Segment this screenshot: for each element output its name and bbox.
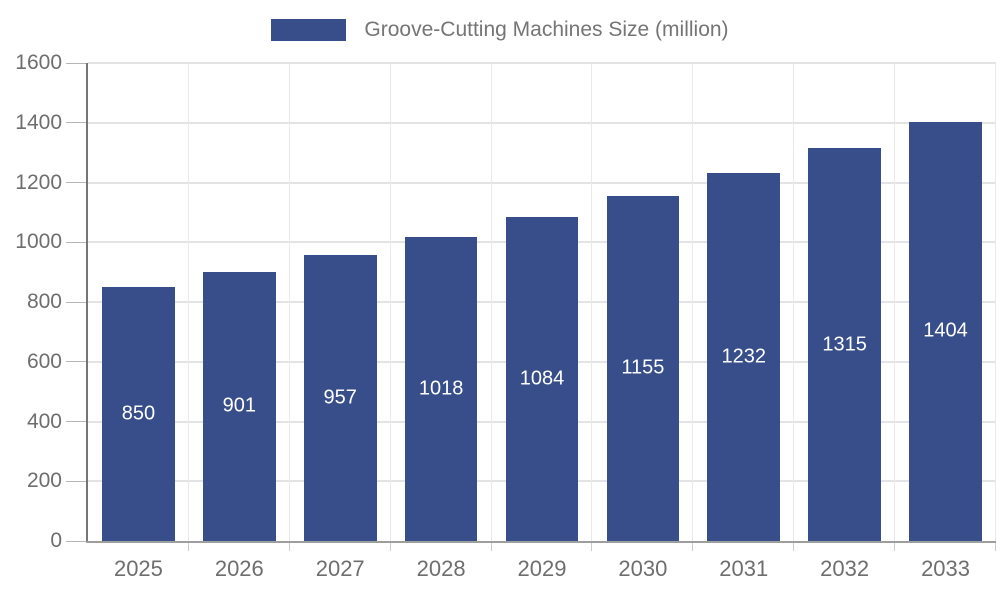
gridline-horizontal (88, 181, 996, 184)
x-axis-line (86, 541, 996, 543)
bar-value-label: 901 (222, 394, 256, 417)
x-tick-label: 2032 (820, 556, 870, 581)
bar-value-label: 850 (121, 402, 156, 425)
x-axis-tick (187, 543, 189, 551)
y-tick-label: 1000 (15, 230, 62, 254)
y-tick-label: 400 (26, 409, 62, 433)
bar-value-label: 1018 (418, 377, 464, 400)
y-axis-tick (66, 62, 86, 64)
y-axis-tick (66, 361, 86, 363)
bar[interactable]: 1018 (404, 236, 478, 541)
bar-value-label: 1404 (923, 319, 968, 342)
x-axis-tick (894, 543, 896, 551)
x-tick-label: 2025 (113, 556, 163, 581)
bar[interactable]: 1232 (707, 172, 781, 541)
x-tick-label: 2028 (416, 556, 466, 581)
x-axis-labels: 2025 2026 2027 2028 2029 2030 2031 2032 2033 (88, 556, 996, 588)
x-tick-label: 2029 (517, 556, 567, 581)
x-tick-label: 2030 (618, 556, 668, 581)
gridline-vertical (894, 63, 896, 541)
x-axis-tick (591, 543, 593, 551)
bar[interactable]: 1315 (808, 148, 881, 541)
bar-value-label: 1232 (721, 345, 767, 368)
y-axis-tick (66, 182, 86, 183)
gridline-horizontal (88, 62, 996, 64)
y-tick-label: 1200 (15, 170, 62, 194)
bar-value-label: 1315 (822, 333, 867, 356)
x-tick-label: 2031 (719, 556, 769, 581)
bar[interactable]: 1155 (606, 195, 680, 541)
legend-label: Groove-Cutting Machines Size (million) (364, 18, 729, 41)
bar[interactable]: 850 (102, 287, 175, 541)
x-axis-tick (490, 543, 492, 551)
y-axis-tick (66, 241, 86, 243)
legend-swatch (271, 19, 347, 41)
gridline-vertical (793, 63, 795, 541)
gridline-vertical (591, 63, 593, 541)
bar-value-label: 1155 (621, 356, 665, 379)
x-axis-tick (288, 543, 290, 551)
y-tick-label: 1400 (15, 110, 62, 134)
bar-value-label: 1084 (519, 367, 565, 390)
x-axis-tick (995, 543, 996, 551)
y-axis-labels: 0 200 400 600 800 1000 1200 1400 1600 (0, 51, 62, 552)
y-tick-label: 1600 (15, 51, 62, 74)
y-tick-label: 600 (26, 349, 62, 373)
bar[interactable]: 901 (203, 271, 276, 541)
bar[interactable]: 957 (303, 255, 377, 541)
gridline-vertical (187, 63, 189, 541)
x-axis-tick (389, 543, 391, 551)
bar[interactable]: 1084 (505, 217, 579, 541)
x-tick-label: 2027 (315, 556, 365, 581)
y-tick-label: 800 (26, 290, 62, 313)
y-axis-tick (66, 122, 86, 124)
gridline-vertical (692, 63, 694, 541)
legend[interactable]: Groove-Cutting Machines Size (million) (0, 18, 1000, 42)
gridline-vertical (389, 63, 391, 541)
gridline-vertical (288, 63, 290, 541)
y-axis-tick (66, 301, 86, 303)
plot-area: 850 901 957 1018 1084 1155 1232 1315 1404 (66, 62, 996, 551)
y-axis-line (86, 63, 88, 543)
y-tick-label: 200 (26, 469, 62, 493)
y-axis-tick (66, 421, 86, 422)
gridline-horizontal (88, 121, 996, 124)
gridline-vertical (995, 63, 996, 541)
y-axis-tick (66, 480, 86, 482)
y-tick-label: 0 (50, 529, 62, 552)
bar-value-label: 957 (323, 386, 357, 409)
x-axis-tick (692, 543, 694, 551)
gridline-vertical (490, 63, 492, 541)
x-axis-tick (793, 543, 795, 551)
bar[interactable]: 1404 (909, 121, 982, 541)
y-axis-tick (66, 540, 86, 542)
x-tick-label: 2026 (214, 556, 264, 581)
x-tick-label: 2033 (921, 556, 971, 581)
